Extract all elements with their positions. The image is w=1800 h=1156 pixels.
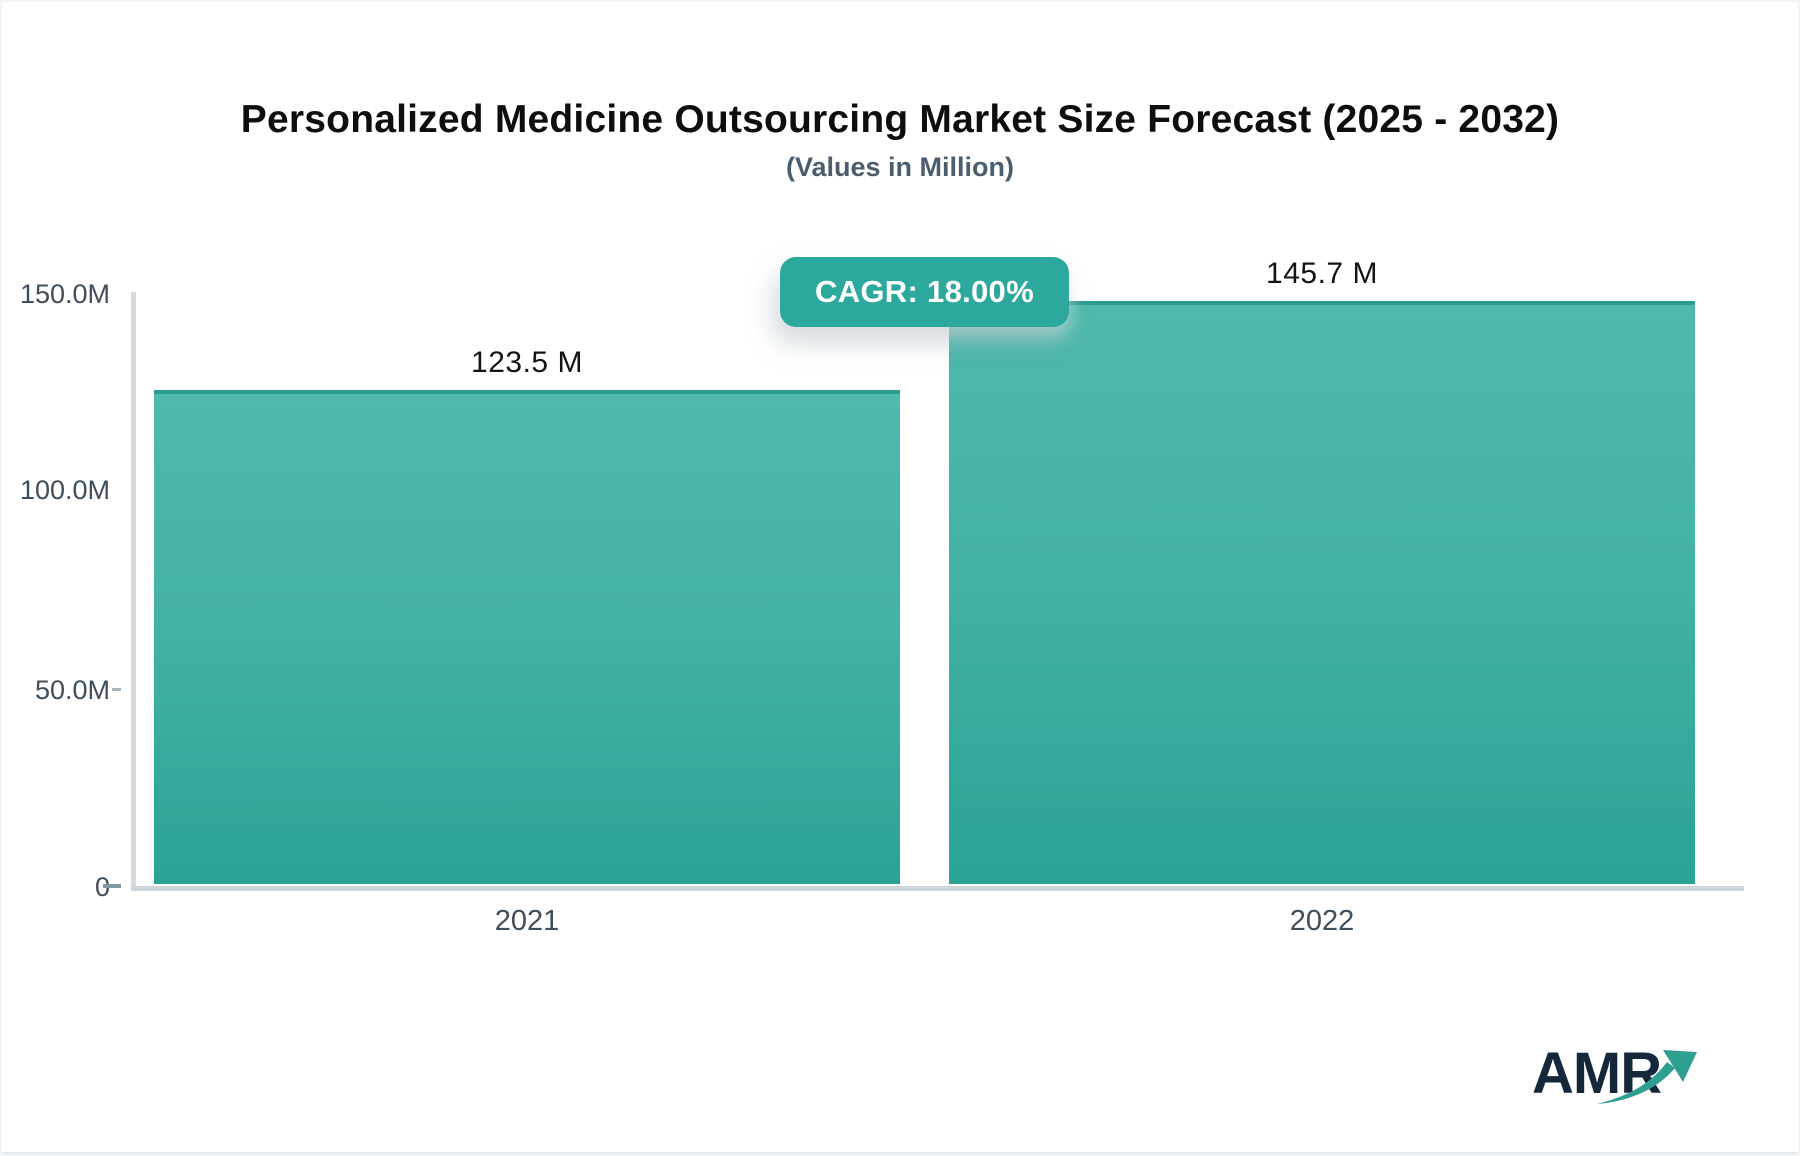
amr-logo: AMR	[1532, 1034, 1712, 1114]
bar-2022: 145.7 M	[949, 257, 1695, 884]
cagr-badge: CAGR: 18.00%	[780, 257, 1069, 327]
x-axis-line	[131, 886, 1744, 891]
chart-title: Personalized Medicine Outsourcing Market…	[240, 98, 1560, 141]
y-tick-label-150m: 150.0M	[19, 279, 110, 309]
chart-subtitle: (Values in Million)	[785, 152, 1015, 182]
amr-logo-text: AMR	[1532, 1041, 1662, 1106]
y-tick-label-50m: 50.0M	[34, 675, 110, 705]
y-tick-mark-0	[103, 884, 121, 888]
bar-value-label-2022: 145.7 M	[1266, 257, 1378, 290]
y-tick-label-0: 0	[2, 872, 110, 902]
x-tick-label-2022: 2022	[1289, 905, 1355, 937]
y-axis-line	[131, 292, 136, 888]
x-tick-label-2021: 2021	[494, 905, 560, 937]
bar-value-label-2021: 123.5 M	[471, 346, 583, 379]
growth-arrow-icon	[1597, 1050, 1697, 1104]
bar-2021: 123.5 M	[154, 346, 900, 884]
y-tick-mark-50m	[112, 688, 121, 691]
y-tick-label-100m: 100.0M	[19, 475, 110, 505]
